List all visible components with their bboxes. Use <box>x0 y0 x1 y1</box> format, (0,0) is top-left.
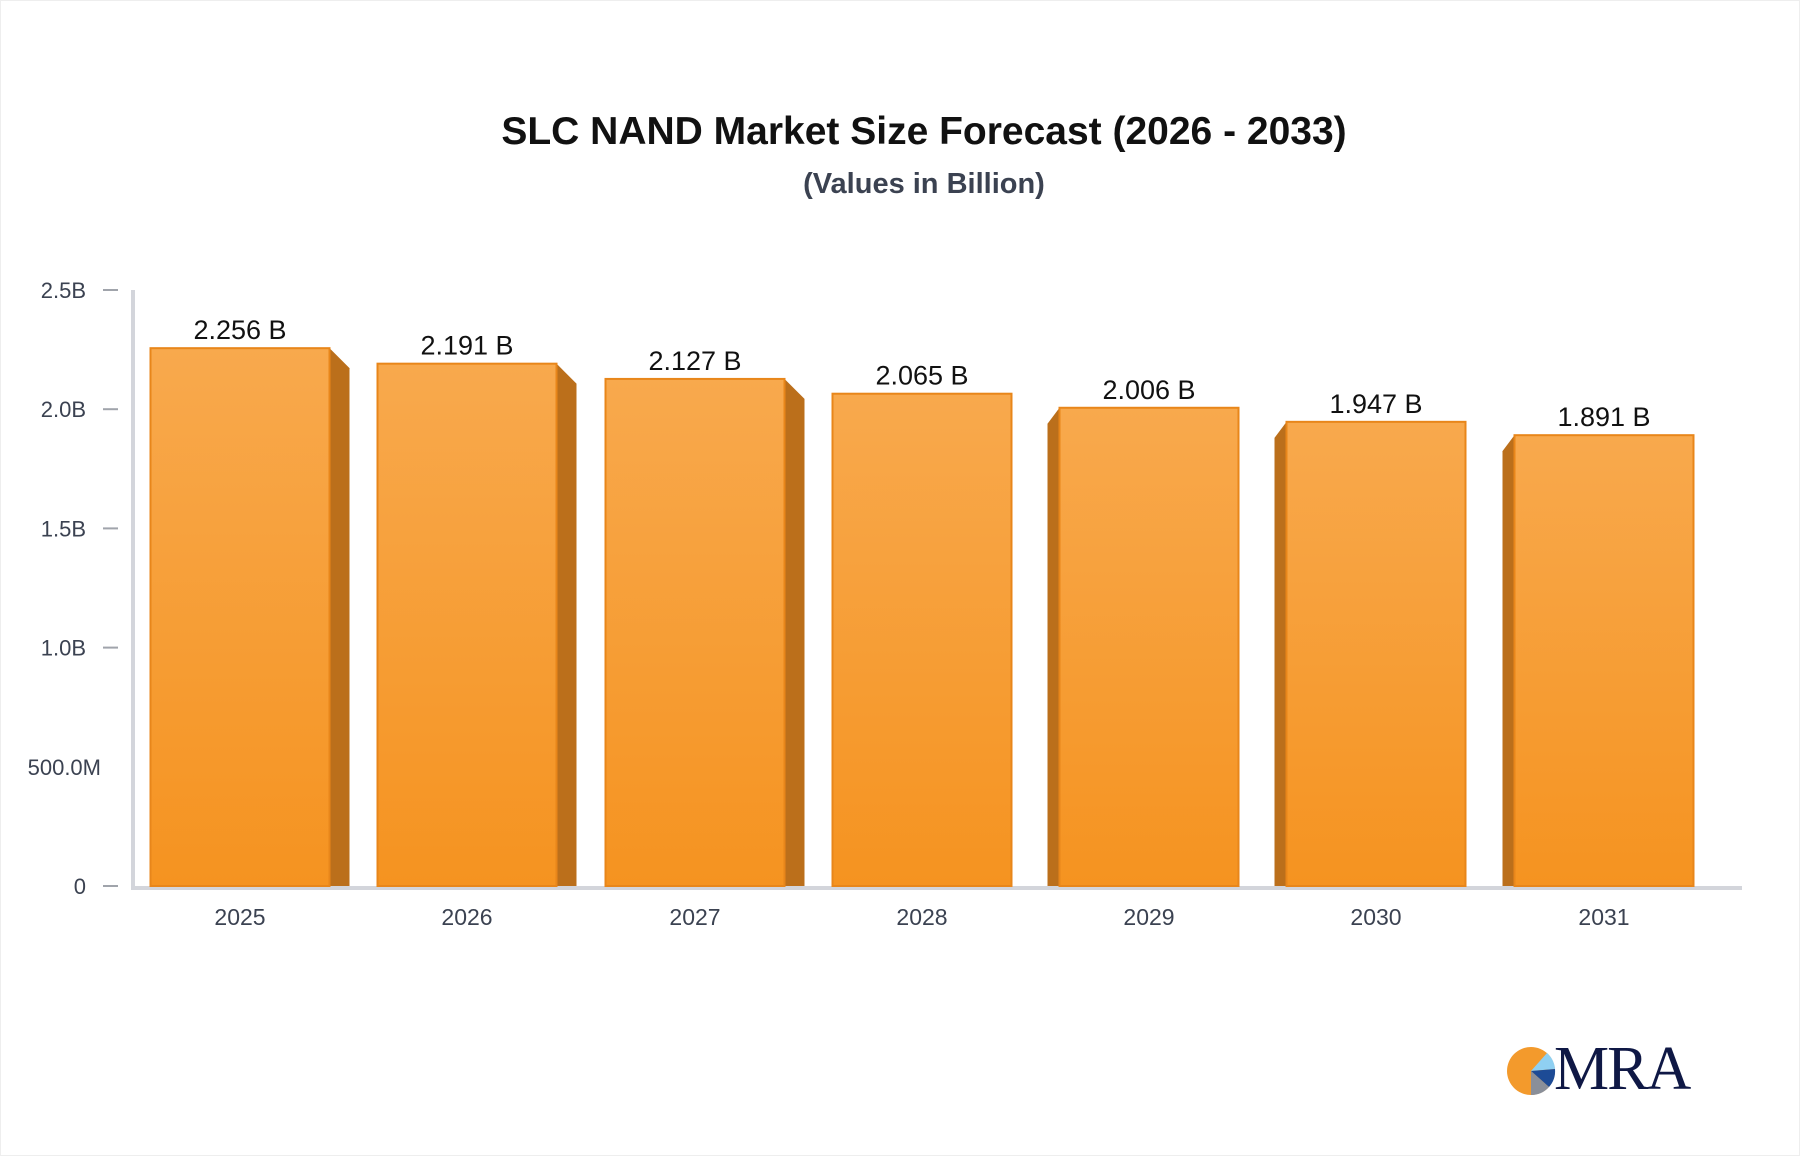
bar <box>376 362 558 887</box>
bar-2027 <box>604 377 805 887</box>
bar <box>604 377 786 887</box>
bar-side-face <box>1502 435 1515 886</box>
y-tick-label: 1.0B <box>41 636 86 661</box>
mra-logo: MRA <box>1504 1035 1704 1103</box>
x-tick-label: 2028 <box>896 904 947 930</box>
data-label: 1.891 B <box>1557 402 1650 432</box>
bar <box>1285 420 1467 887</box>
y-tick-label: 1.5B <box>41 516 86 541</box>
x-tick-label: 2031 <box>1578 904 1629 930</box>
data-label: 1.947 B <box>1329 389 1422 419</box>
data-label: 2.006 B <box>1102 375 1195 405</box>
x-tick-label: 2027 <box>669 904 720 930</box>
y-tick-label: 2.0B <box>41 397 86 422</box>
bar-2030 <box>1274 420 1467 887</box>
pie-logo-icon <box>1507 1047 1556 1096</box>
logo-text: MRA <box>1554 1035 1691 1103</box>
bar-side-face <box>1274 421 1287 886</box>
x-tick-label: 2025 <box>214 904 265 930</box>
chart-subtitle: (Values in Billion) <box>803 168 1045 200</box>
bar <box>1058 406 1240 887</box>
y-tick-label: 2.5B <box>41 278 86 303</box>
data-label: 2.065 B <box>875 361 968 391</box>
bar <box>149 347 331 887</box>
data-label: 2.256 B <box>193 315 286 345</box>
bar-2028 <box>831 392 1013 887</box>
data-label: 2.127 B <box>648 346 741 376</box>
y-tick-label: 0 <box>74 874 86 899</box>
y-tick-label: 500.0M <box>28 755 101 780</box>
bar-side-face <box>329 348 350 887</box>
data-label: 2.191 B <box>420 331 513 361</box>
bar-side-face <box>556 363 577 886</box>
bar-side-face <box>784 378 805 886</box>
bar-2026 <box>376 362 577 887</box>
x-tick-label: 2029 <box>1123 904 1174 930</box>
bar-2031 <box>1502 434 1695 887</box>
bar <box>831 392 1013 887</box>
bar-side-face <box>1047 407 1060 886</box>
bar-2029 <box>1047 406 1240 887</box>
x-tick-label: 2026 <box>441 904 492 930</box>
chart-title: SLC NAND Market Size Forecast (2026 - 20… <box>501 110 1347 153</box>
bar-2025 <box>149 347 350 887</box>
bar <box>1513 434 1695 887</box>
x-tick-label: 2030 <box>1350 904 1401 930</box>
